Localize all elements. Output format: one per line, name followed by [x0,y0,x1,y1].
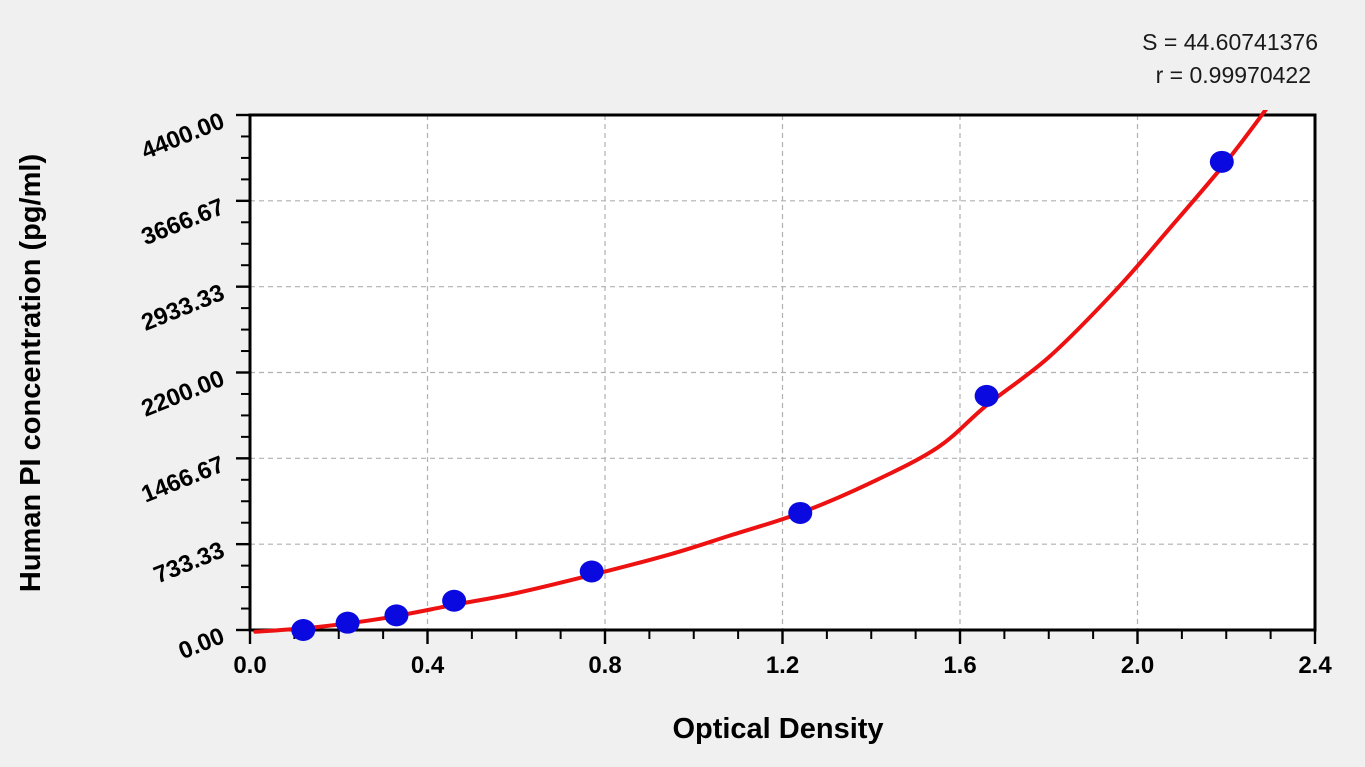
y-tick-label: 3666.67 [138,193,229,251]
r-value-annotation: r = 0.99970422 [1156,62,1311,88]
y-tick-label: 1466.67 [138,451,229,509]
y-axis-title: Human PI concentration (pg/ml) [15,154,47,592]
data-point [335,611,360,634]
y-tick-label: 2933.33 [138,279,229,337]
y-tick-label: 733.33 [150,537,228,590]
x-tick-label: 1.6 [943,652,976,679]
data-point [1209,150,1234,173]
y-tick-label: 2200.00 [138,365,229,423]
data-point [442,589,467,612]
y-tick-label: 4400.00 [138,108,229,166]
x-tick-label: 0.8 [588,652,621,679]
x-axis-title: Optical Density [672,713,883,745]
data-point [291,619,316,641]
x-tick-label: 2.0 [1121,652,1154,679]
data-point [579,560,604,583]
gridline-layer [250,115,1315,630]
x-tick-label: 0.4 [411,652,445,679]
y-tick-label: 0.00 [175,623,228,666]
x-tick-label: 2.4 [1298,652,1332,679]
data-series-layer [253,110,1268,641]
plot-frame-layer [248,113,1317,632]
s-value-annotation: S = 44.60741376 [1142,29,1318,55]
x-tick-label: 1.2 [766,652,799,679]
data-point [788,501,813,524]
data-point [384,604,409,627]
data-point [974,384,999,407]
plot-frame [248,113,1317,632]
tick-layer [236,113,1317,644]
x-tick-label: 0.0 [233,652,266,679]
